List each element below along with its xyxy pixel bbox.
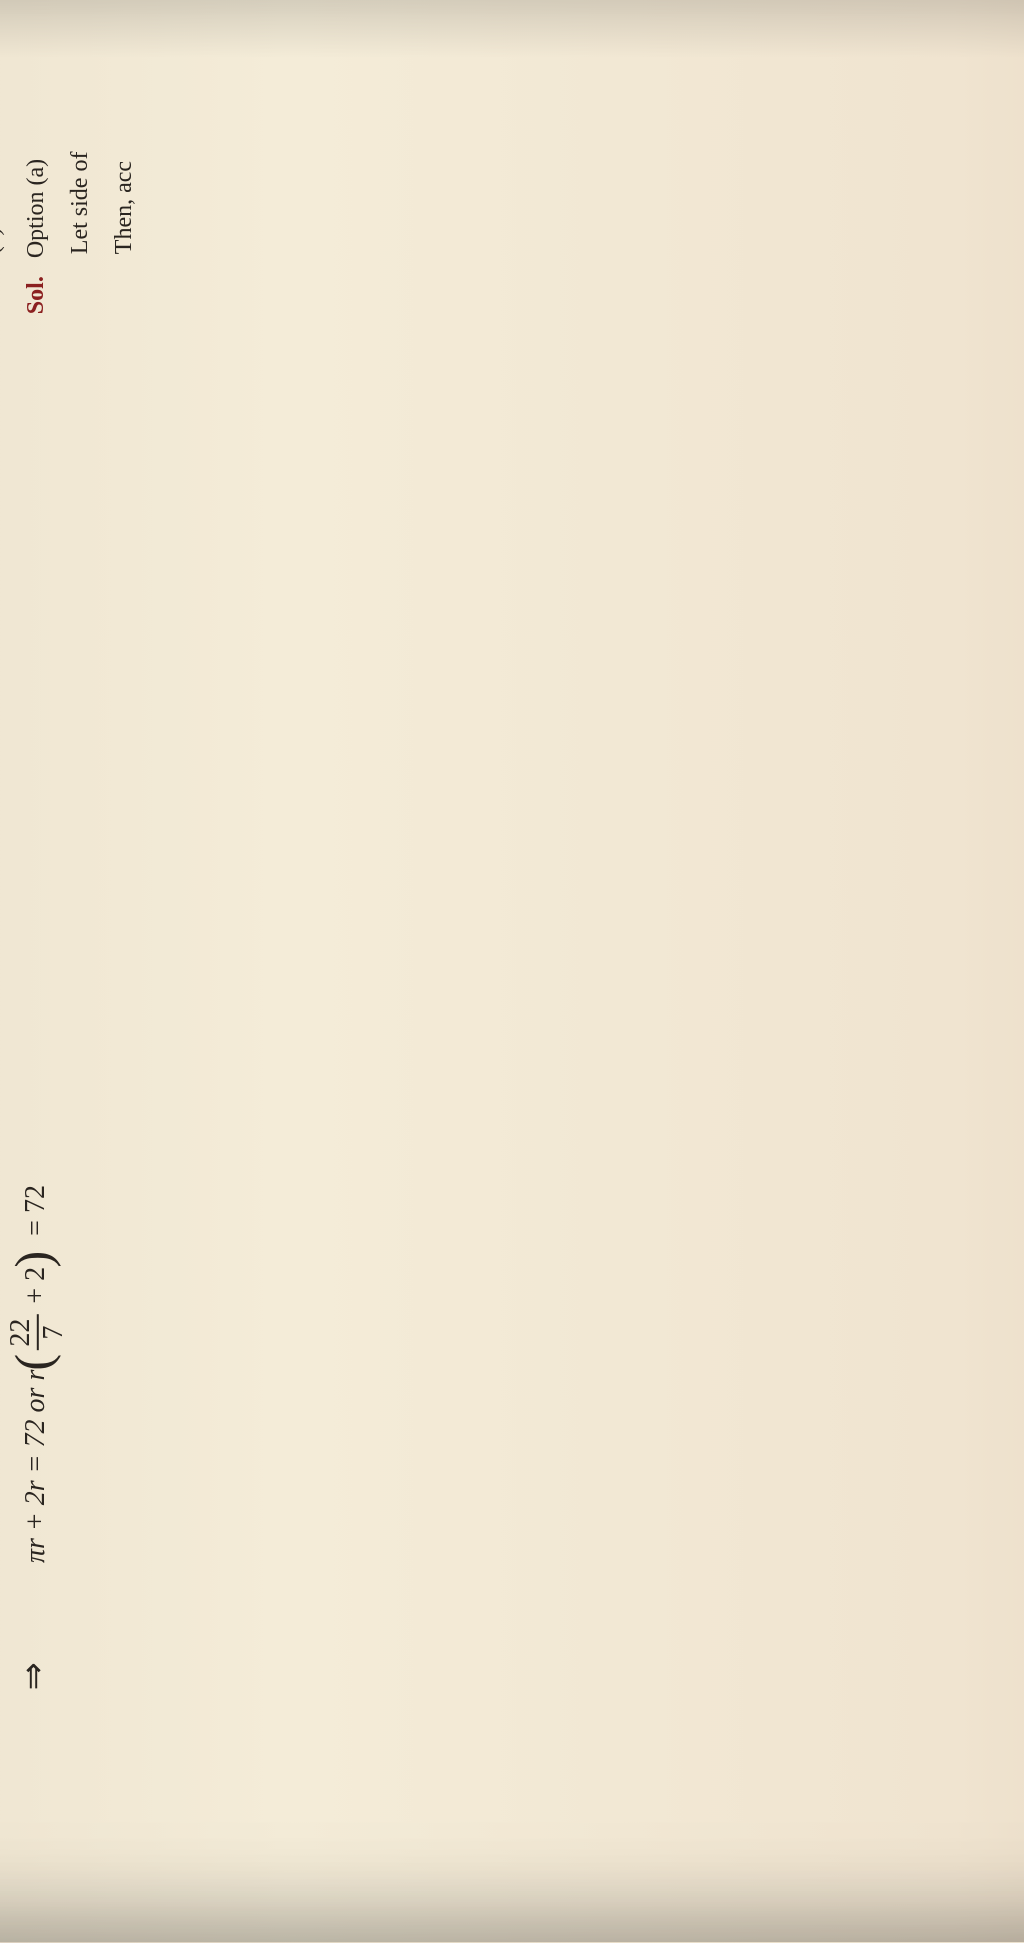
right-column: (c) 4 units Sol. Option (a) is corre Let… — [0, 0, 150, 315]
right-sol2-text: Option (a) — [23, 159, 49, 258]
paren-fraction-3: 22 7 + 2 — [6, 1259, 70, 1363]
right-then-acc: Then, acc — [106, 0, 142, 255]
right-sol2-label: Sol. — [23, 276, 49, 314]
q4-option-c: (c) 100.57 c — [0, 0, 10, 255]
implies-arrow-2: ⇒ — [15, 1662, 52, 1690]
page-content: Given, 2πr₁ 2πr₂ = 2 3 ⇒ r₁ r₂ = 2 3 — [0, 15, 69, 1823]
right-let-side: Let side of — [62, 0, 98, 255]
shadow-right — [0, 0, 1024, 58]
textbook-page: Given, 2πr₁ 2πr₂ = 2 3 ⇒ r₁ r₂ = 2 3 — [0, 0, 1024, 1943]
